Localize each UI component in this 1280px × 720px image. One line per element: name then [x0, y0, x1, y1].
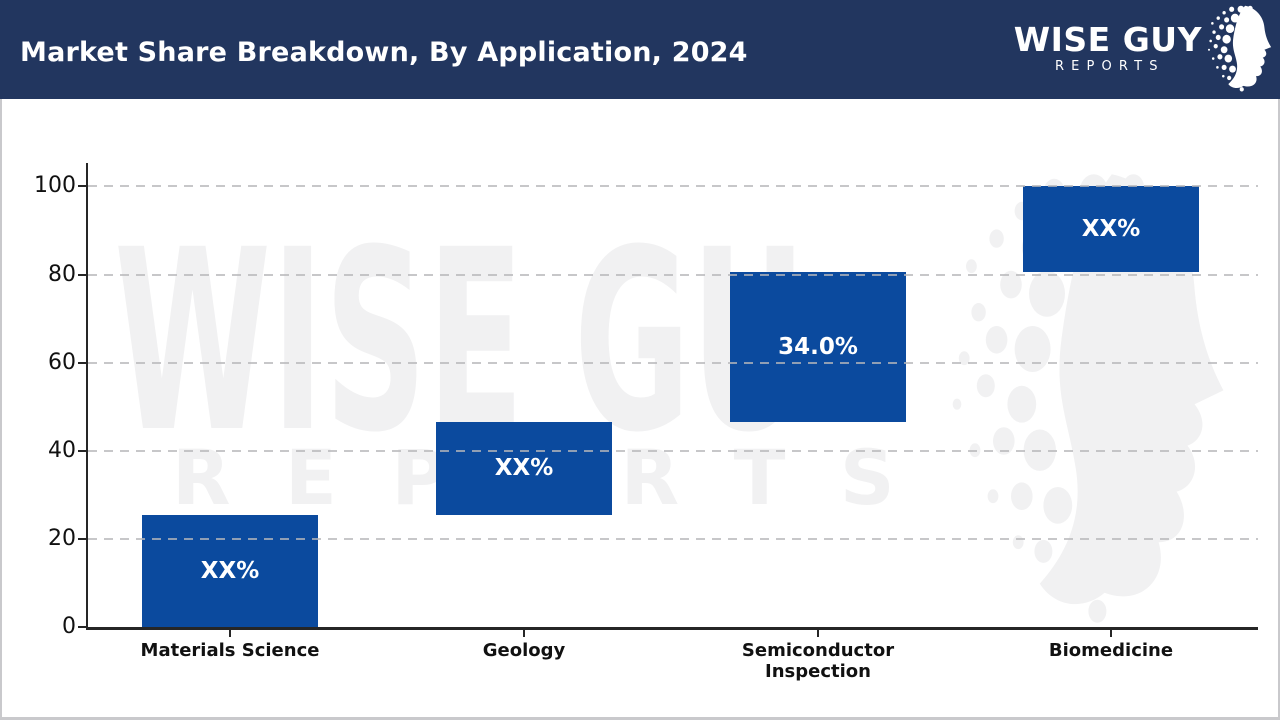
y-tick-80	[78, 273, 86, 276]
y-tick-100	[78, 185, 86, 188]
logo-subtitle: REPORTS	[1054, 58, 1165, 74]
y-tick-label-0: 0	[62, 614, 76, 639]
x-tick-materials-science	[229, 630, 231, 637]
y-tick-0	[78, 626, 86, 628]
logo-dotted-head-icon	[1207, 5, 1272, 92]
y-tick-20	[78, 537, 86, 540]
x-axis-line	[86, 627, 1258, 630]
x-label-geology: Geology	[482, 640, 566, 661]
y-tick-label-100: 100	[34, 173, 76, 199]
x-label-materials-science: Materials Science	[140, 640, 320, 661]
y-tick-label-20: 20	[48, 525, 76, 551]
bar-value-label-semiconductor-inspection: 34.0%	[778, 334, 858, 361]
bar-semiconductor-inspection: 34.0%	[730, 272, 906, 423]
x-label-semiconductor-inspection: Semiconductor Inspection	[741, 640, 895, 682]
gridline-20	[88, 537, 1258, 540]
y-tick-60	[78, 361, 86, 364]
bar-biomedicine: XX%	[1023, 186, 1199, 273]
bar-value-label-geology: XX%	[494, 455, 554, 482]
logo-text: WISE GUY REPORTS	[1014, 23, 1202, 74]
x-label-biomedicine: Biomedicine	[1048, 640, 1174, 661]
y-axis-line	[86, 163, 88, 629]
bar-geology: XX%	[436, 422, 612, 515]
logo-wordmark: WISE GUY	[1013, 20, 1202, 60]
gridline-40	[88, 449, 1258, 452]
bar-value-label-biomedicine: XX%	[1081, 216, 1141, 243]
gridline-60	[88, 361, 1258, 364]
wise-guy-reports-logo: WISE GUY REPORTS	[1014, 2, 1272, 97]
x-tick-geology	[523, 630, 525, 637]
y-tick-label-80: 80	[48, 261, 76, 287]
bar-value-label-materials-science: XX%	[200, 557, 260, 584]
gridline-80	[88, 273, 1258, 276]
chart-title: Market Share Breakdown, By Application, …	[20, 37, 748, 68]
y-tick-40	[78, 449, 86, 452]
y-tick-label-40: 40	[48, 437, 76, 463]
gridline-100	[88, 185, 1258, 188]
bar-materials-science: XX%	[142, 514, 318, 627]
y-tick-label-60: 60	[48, 349, 76, 375]
x-tick-semiconductor-inspection	[817, 630, 819, 637]
x-tick-biomedicine	[1110, 630, 1112, 637]
header-band: Market Share Breakdown, By Application, …	[0, 0, 1280, 99]
